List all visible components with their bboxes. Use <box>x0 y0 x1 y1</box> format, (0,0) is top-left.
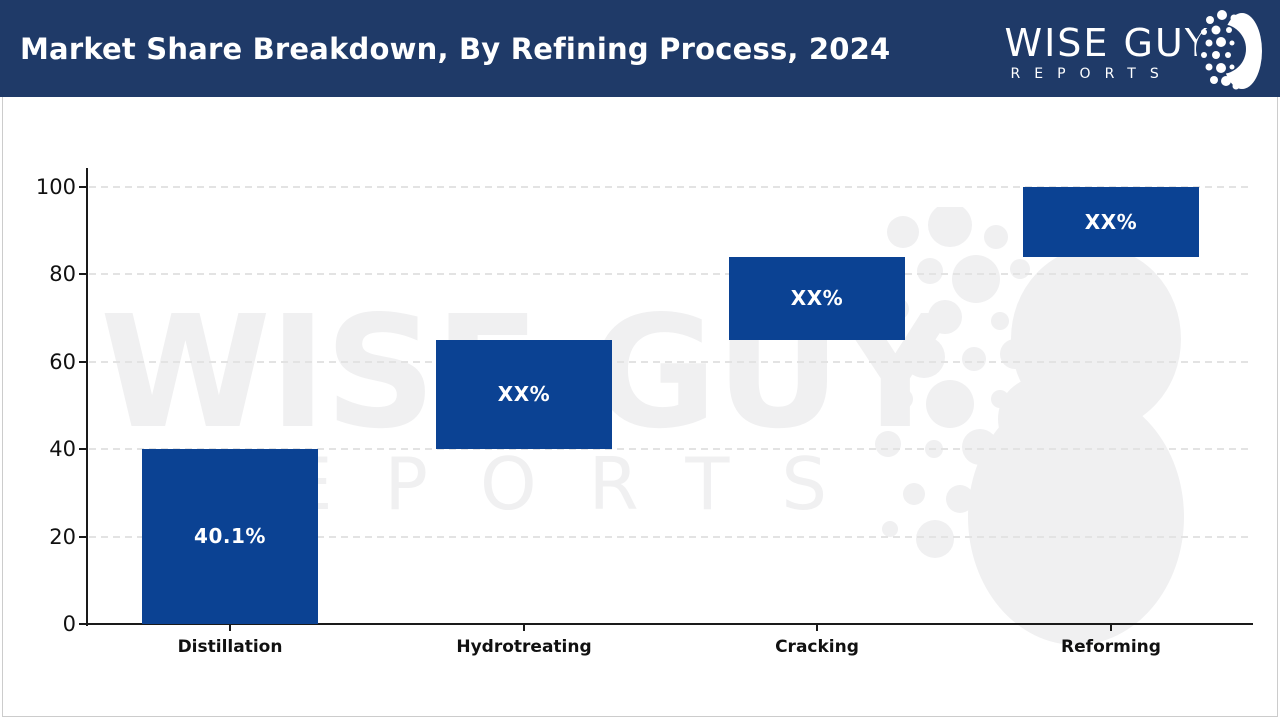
gridline-20 <box>89 535 1253 538</box>
y-tick-label: 40 <box>49 437 76 462</box>
y-tick-label: 100 <box>35 175 76 199</box>
gridline-80 <box>89 273 1253 276</box>
bar-cracking: XX% <box>729 256 905 340</box>
x-tick-mark <box>816 625 818 631</box>
wiseguy-head-icon <box>1196 10 1262 90</box>
y-tick-mark <box>79 360 87 363</box>
gridline-40 <box>89 448 1253 451</box>
chart-area: WISE GUY REPORTS 0 20 40 60 80 100 40.1% Distil… <box>0 97 1280 720</box>
x-tick-label-cracking: Cracking <box>775 637 859 657</box>
bar-hydrotreating: XX% <box>436 339 612 449</box>
y-tick-label: 60 <box>49 349 76 374</box>
bar-value-label: XX% <box>497 382 551 407</box>
chart-title: Market Share Breakdown, By Refining Proc… <box>20 31 891 66</box>
y-tick-mark <box>79 186 87 188</box>
watermark-head-dots <box>875 207 1184 645</box>
y-tick-mark <box>79 535 87 538</box>
x-tick-label-reforming: Reforming <box>1061 637 1161 657</box>
y-tick-label: 20 <box>49 524 76 549</box>
gridline-100 <box>89 186 1253 188</box>
y-tick-label: 0 <box>62 612 76 636</box>
bar-reforming: XX% <box>1023 187 1199 257</box>
x-tick-mark <box>523 625 525 631</box>
x-tick-label-hydrotreating: Hydrotreating <box>456 637 592 657</box>
x-tick-label-distillation: Distillation <box>177 637 283 657</box>
bar-value-label: XX% <box>790 286 844 311</box>
y-tick-mark <box>79 448 87 451</box>
y-tick-mark <box>79 623 87 625</box>
bar-value-label: 40.1% <box>194 524 266 549</box>
bar-value-label: XX% <box>1084 209 1138 234</box>
brand-text: WISE GUY REPORTS <box>1005 21 1210 82</box>
gridline-60 <box>89 360 1253 363</box>
x-tick-mark <box>1110 625 1112 631</box>
brand-logo: WISE GUY REPORTS <box>1005 8 1268 94</box>
bar-distillation: 40.1% <box>142 448 318 624</box>
brand-sub: REPORTS <box>1010 65 1173 82</box>
header-bar: Market Share Breakdown, By Refining Proc… <box>0 0 1280 97</box>
x-axis-line <box>86 623 1253 625</box>
x-tick-mark <box>229 625 231 631</box>
y-tick-mark <box>79 273 87 276</box>
brand-name: WISE GUY <box>1004 20 1210 65</box>
y-axis-line <box>86 168 88 626</box>
y-tick-label: 80 <box>49 262 76 287</box>
